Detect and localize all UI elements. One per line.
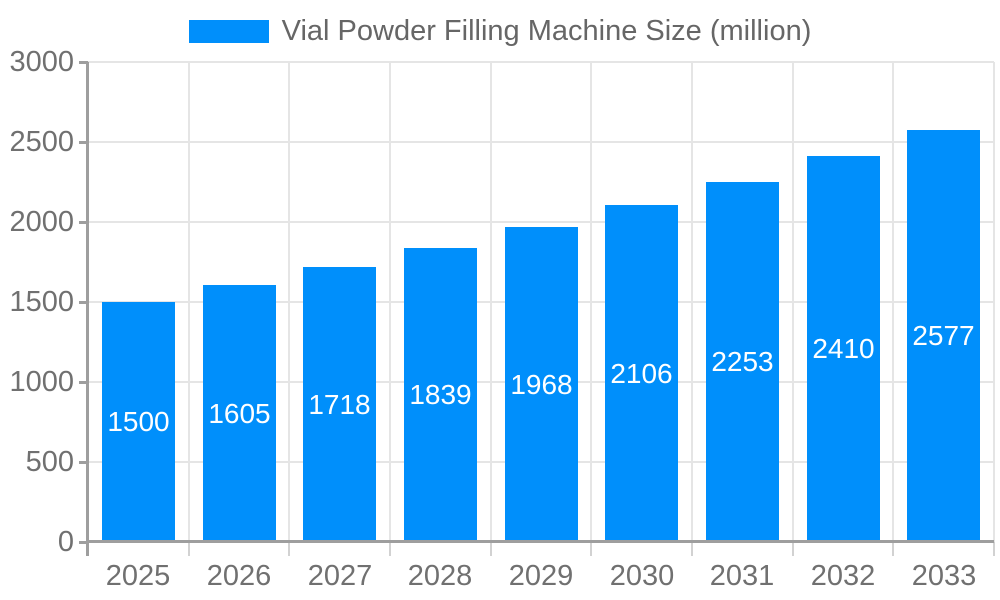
y-axis-tick-label: 2500 [9,126,74,158]
x-gridline [993,62,995,542]
bar[interactable]: 1839 [404,248,477,542]
x-gridline [188,62,190,542]
y-axis-tick-label: 500 [25,446,74,478]
x-axis-tick-mark [993,542,995,556]
x-axis-tick-label: 2030 [609,560,675,592]
x-axis-tick-mark [590,542,592,556]
bar-value-label: 1839 [409,379,472,410]
x-gridline [892,62,894,542]
x-axis-tick-mark [792,542,794,556]
x-axis-tick-label: 2025 [105,560,171,592]
y-axis-tick-mark [79,61,88,64]
x-axis-tick-label: 2026 [206,560,272,592]
bar-value-label: 2253 [711,346,774,377]
bar-value-label: 2106 [610,357,673,389]
y-axis-line [86,62,89,556]
x-gridline [490,62,492,542]
bar[interactable]: 1718 [303,267,376,542]
y-axis-tick-mark [79,381,88,384]
y-gridline [88,61,994,63]
y-axis-tick-mark [79,461,88,464]
x-gridline [288,62,290,542]
bar[interactable]: 2577 [907,130,980,542]
x-axis-tick-mark [892,542,894,556]
y-gridline [88,221,994,223]
bar-value-label: 2410 [812,333,875,364]
x-axis-tick-label: 2032 [810,560,876,592]
legend-swatch-icon [188,19,269,43]
chart-legend: Vial Powder Filling Machine Size (millio… [0,14,1000,48]
x-axis-tick-label: 2029 [508,560,574,592]
x-axis-line [86,540,994,543]
y-axis-tick-label: 0 [57,526,74,558]
x-axis-tick-mark [188,542,190,556]
y-axis-tick-mark [79,301,88,304]
y-axis-tick-label: 1000 [9,366,74,398]
bar-value-label: 1605 [208,397,271,429]
y-axis-tick-label: 2000 [9,206,74,238]
bar-value-label: 1500 [107,406,170,437]
bar[interactable]: 2253 [706,182,779,542]
bar-value-label: 1718 [308,388,371,420]
bar[interactable]: 1605 [203,285,276,542]
x-axis-tick-label: 2033 [911,560,977,592]
x-axis-tick-mark [490,542,492,556]
y-axis-tick-label: 3000 [9,46,74,78]
x-axis-tick-mark [691,542,693,556]
x-axis-tick-mark [288,542,290,556]
y-axis-tick-mark [79,221,88,224]
x-gridline [590,62,592,542]
plot-area: 1500 1605 1718 1839 1968 2106 2253 2410 2577 [88,61,995,542]
y-gridline [88,141,994,143]
x-gridline [691,62,693,542]
y-axis-tick-mark [79,541,88,544]
y-axis-tick-mark [79,141,88,144]
bar[interactable]: 1500 [102,302,175,542]
legend-item-series[interactable]: Vial Powder Filling Machine Size (millio… [188,14,812,48]
x-gridline [389,62,391,542]
bar[interactable]: 2410 [807,156,880,542]
x-gridline [792,62,794,542]
y-axis-tick-label: 1500 [9,286,74,318]
x-axis-tick-label: 2027 [307,560,373,592]
x-axis-tick-label: 2031 [709,560,775,592]
x-axis-tick-label: 2028 [407,560,473,592]
legend-series-label: Vial Powder Filling Machine Size (millio… [281,15,812,47]
x-axis-tick-mark [389,542,391,556]
bar-value-label: 2577 [912,320,975,351]
bar-value-label: 1968 [510,368,573,400]
bar[interactable]: 2106 [605,205,678,542]
bar[interactable]: 1968 [505,227,578,542]
